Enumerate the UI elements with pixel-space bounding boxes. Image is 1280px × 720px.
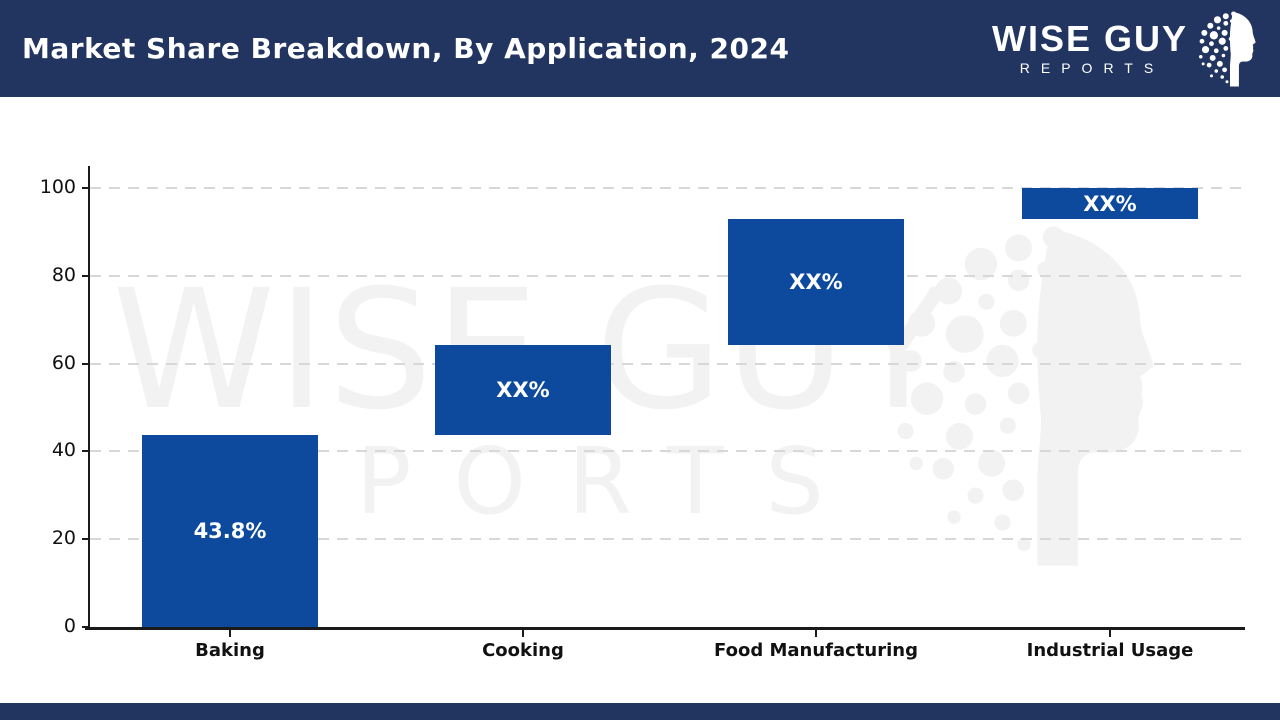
x-axis-tick-industrial-usage: [1109, 630, 1111, 637]
y-axis-label-40: 40: [51, 439, 76, 462]
bar-value-label-cooking: XX%: [496, 377, 550, 402]
y-axis-tick-60: [82, 362, 90, 365]
watermark-head-icon: [897, 226, 1154, 566]
gridline-y100: [90, 187, 1245, 189]
bar-industrial-usage: XX%: [1022, 188, 1198, 220]
y-axis-tick-100: [82, 187, 90, 189]
y-axis-tick-20: [82, 538, 90, 541]
bar-value-label-baking: 43.8%: [193, 518, 267, 543]
y-axis-label-0: 0: [63, 615, 76, 637]
x-axis-tick-cooking: [522, 630, 524, 637]
x-axis-tick-baking: [229, 630, 231, 637]
y-axis-label-60: 60: [51, 351, 76, 374]
logo-reports-line: REPORTS: [1019, 60, 1165, 76]
y-axis-spine: [88, 166, 90, 629]
y-axis-label-20: 20: [51, 527, 76, 550]
gridline-y80: [90, 274, 1245, 277]
footer-bar: [0, 703, 1280, 720]
x-axis-label-industrial-usage: Industrial Usage: [1026, 640, 1194, 661]
x-axis-spine: [85, 627, 1245, 630]
bar-value-label-industrial-usage: XX%: [1083, 191, 1137, 216]
x-axis-tick-food-manufacturing: [815, 630, 817, 637]
y-axis-tick-80: [82, 274, 90, 277]
x-axis-label-baking: Baking: [195, 640, 265, 661]
header-bar: Market Share Breakdown, By Application, …: [0, 0, 1280, 97]
wiseguy-logo-text: WISE GUY REPORTS: [991, 18, 1188, 77]
x-axis-label-food-manufacturing: Food Manufacturing: [714, 640, 918, 661]
wiseguy-head-logo-icon: [1198, 10, 1256, 87]
x-axis-label-cooking: Cooking: [482, 640, 564, 661]
bar-baking: 43.8%: [142, 434, 318, 627]
gridline-y40: [90, 450, 1245, 453]
y-axis-label-100: 100: [39, 176, 76, 198]
gridline-y20: [90, 538, 1245, 541]
gridline-y60: [90, 362, 1245, 365]
wiseguy-logo: WISE GUY REPORTS: [992, 9, 1258, 89]
y-axis-label-80: 80: [51, 263, 76, 286]
chart-title: Market Share Breakdown, By Application, …: [22, 32, 790, 65]
bar-value-label-food-manufacturing: XX%: [789, 269, 843, 294]
bar-food-manufacturing: XX%: [728, 219, 904, 345]
y-axis-tick-40: [82, 450, 90, 453]
logo-brand-line: WISE GUY: [991, 18, 1188, 59]
bar-cooking: XX%: [435, 344, 611, 435]
